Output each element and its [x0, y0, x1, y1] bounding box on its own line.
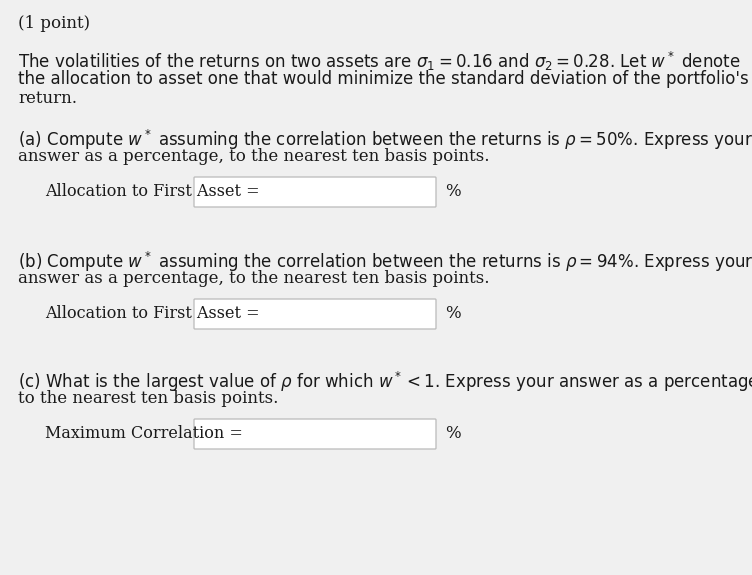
FancyBboxPatch shape [194, 299, 436, 329]
Text: (b) Compute $w^*$ assuming the correlation between the returns is $\rho = 94\%$.: (b) Compute $w^*$ assuming the correlati… [18, 250, 752, 274]
FancyBboxPatch shape [194, 419, 436, 449]
Text: answer as a percentage, to the nearest ten basis points.: answer as a percentage, to the nearest t… [18, 148, 490, 165]
Text: (a) Compute $w^*$ assuming the correlation between the returns is $\rho = 50\%$.: (a) Compute $w^*$ assuming the correlati… [18, 128, 752, 152]
Text: answer as a percentage, to the nearest ten basis points.: answer as a percentage, to the nearest t… [18, 270, 490, 287]
FancyBboxPatch shape [194, 177, 436, 207]
Text: return.: return. [18, 90, 77, 107]
Text: (c) What is the largest value of $\rho$ for which $w^* < 1$. Express your answer: (c) What is the largest value of $\rho$ … [18, 370, 752, 394]
Text: %: % [445, 183, 461, 200]
Text: the allocation to asset one that would minimize the standard deviation of the po: the allocation to asset one that would m… [18, 70, 749, 88]
Text: Allocation to First Asset =: Allocation to First Asset = [45, 183, 259, 200]
Text: Allocation to First Asset =: Allocation to First Asset = [45, 305, 259, 322]
Text: to the nearest ten basis points.: to the nearest ten basis points. [18, 390, 278, 407]
Text: %: % [445, 425, 461, 442]
Text: Maximum Correlation =: Maximum Correlation = [45, 425, 243, 442]
Text: (1 point): (1 point) [18, 15, 90, 32]
Text: %: % [445, 305, 461, 322]
Text: The volatilities of the returns on two assets are $\sigma_1 = 0.16$ and $\sigma_: The volatilities of the returns on two a… [18, 50, 741, 73]
